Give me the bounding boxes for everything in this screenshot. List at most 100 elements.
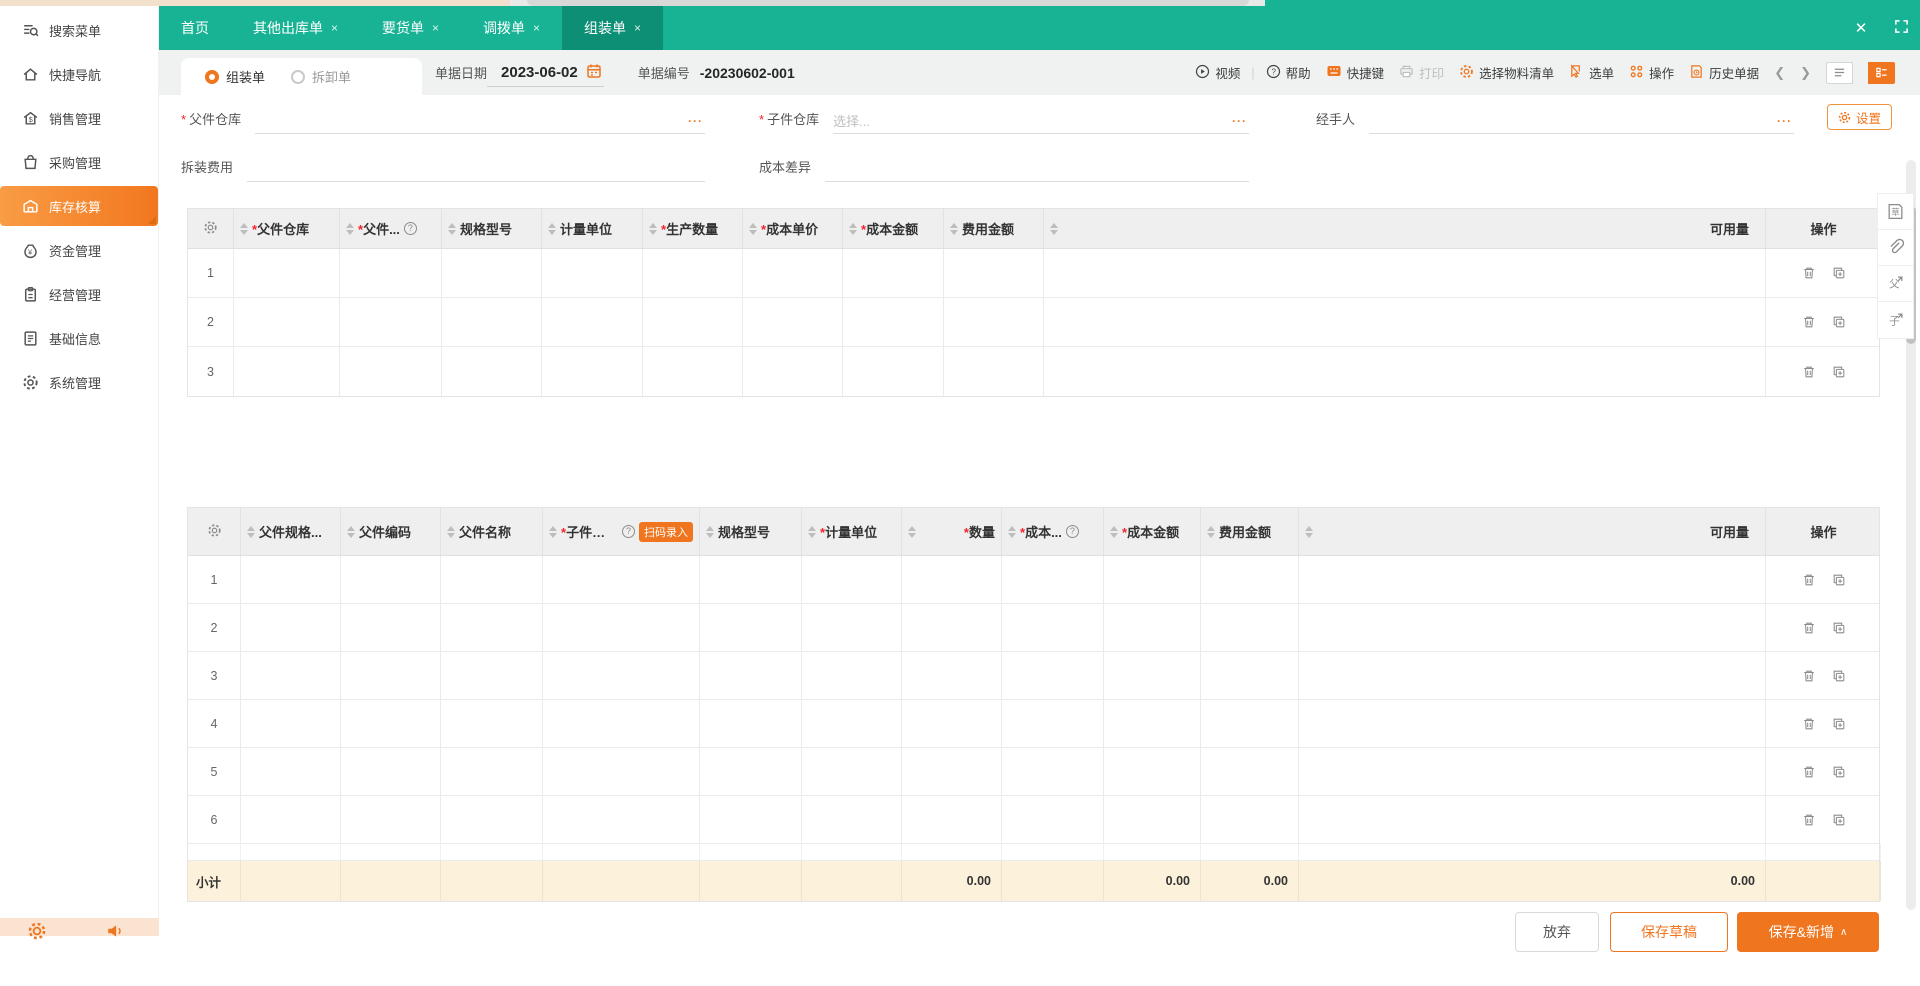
- discard-button[interactable]: 放弃: [1515, 912, 1599, 952]
- column-header-操作[interactable]: 操作: [1766, 209, 1881, 248]
- cell[interactable]: [802, 748, 902, 795]
- cell[interactable]: [1104, 556, 1201, 603]
- cell[interactable]: [442, 249, 542, 297]
- tab-item-1[interactable]: 其他出库单×: [231, 6, 360, 50]
- delete-row-icon[interactable]: [1802, 315, 1816, 329]
- cell[interactable]: [543, 748, 700, 795]
- tab-close-icon[interactable]: ×: [533, 21, 540, 35]
- cell[interactable]: [543, 556, 700, 603]
- cell[interactable]: [743, 298, 843, 346]
- cell[interactable]: [743, 347, 843, 396]
- sort-icon[interactable]: [649, 223, 657, 235]
- save-draft-button[interactable]: 保存草稿: [1610, 912, 1728, 952]
- column-header-规格型号[interactable]: 规格型号: [442, 209, 542, 248]
- action-history[interactable]: 历史单据: [1689, 63, 1759, 82]
- fullscreen-icon[interactable]: [1890, 19, 1912, 38]
- column-header-计量单位[interactable]: *计量单位: [802, 508, 902, 555]
- sort-icon[interactable]: [706, 526, 714, 538]
- column-header-生产数量[interactable]: *生产数量: [643, 209, 743, 248]
- gear-icon[interactable]: [203, 220, 218, 238]
- cell[interactable]: [1104, 700, 1201, 747]
- cell[interactable]: [1002, 700, 1104, 747]
- radio-disassembly-order[interactable]: 拆卸单: [291, 67, 351, 86]
- cell[interactable]: [340, 249, 442, 297]
- help-icon[interactable]: ?: [1066, 525, 1079, 538]
- sort-icon[interactable]: [346, 223, 354, 235]
- column-header-费用金额[interactable]: 费用金额: [944, 209, 1044, 248]
- delete-row-icon[interactable]: [1802, 669, 1816, 683]
- gear-icon[interactable]: [28, 922, 46, 940]
- more-icon[interactable]: ···: [688, 114, 705, 128]
- column-header-filler[interactable]: 可用量: [1044, 209, 1766, 248]
- child-expand-icon[interactable]: 子: [1878, 302, 1913, 338]
- cell[interactable]: [802, 796, 902, 843]
- cell[interactable]: [902, 700, 1002, 747]
- cell[interactable]: [643, 347, 743, 396]
- cell[interactable]: [1201, 796, 1299, 843]
- sort-icon[interactable]: [1207, 526, 1215, 538]
- sort-icon[interactable]: [549, 526, 557, 538]
- sort-icon[interactable]: [808, 526, 816, 538]
- cell[interactable]: [543, 796, 700, 843]
- copy-row-icon[interactable]: [1832, 813, 1846, 827]
- tab-item-4[interactable]: 组装单×: [562, 6, 663, 50]
- sort-icon[interactable]: [1050, 223, 1058, 235]
- sort-icon[interactable]: [240, 223, 248, 235]
- sort-icon[interactable]: [247, 526, 255, 538]
- cell[interactable]: [902, 604, 1002, 651]
- column-header-父件仓库[interactable]: *父件仓库: [234, 209, 340, 248]
- gear-icon[interactable]: [207, 523, 222, 541]
- cell[interactable]: [241, 748, 341, 795]
- cell[interactable]: [441, 700, 543, 747]
- cell[interactable]: [700, 556, 802, 603]
- cell[interactable]: [1299, 652, 1766, 699]
- chevron-left-icon[interactable]: ❮: [1774, 65, 1785, 81]
- column-header-父件编码[interactable]: 父件编码: [341, 508, 441, 555]
- list-view-toggle[interactable]: [1826, 62, 1853, 84]
- cell[interactable]: [1201, 652, 1299, 699]
- column-settings[interactable]: [188, 209, 234, 248]
- cell[interactable]: [1201, 604, 1299, 651]
- delete-row-icon[interactable]: [1802, 621, 1816, 635]
- sidebar-item-8[interactable]: 系统管理: [0, 362, 158, 402]
- child-warehouse-input[interactable]: 选择...···: [833, 108, 1249, 134]
- doc-date-field[interactable]: 2023-06-02: [487, 59, 604, 87]
- cell[interactable]: [1044, 347, 1766, 396]
- copy-row-icon[interactable]: [1832, 266, 1846, 280]
- column-header-filler[interactable]: 可用量: [1299, 508, 1766, 555]
- cell[interactable]: [1299, 748, 1766, 795]
- cell[interactable]: [802, 652, 902, 699]
- action-bom[interactable]: 选择物料清单: [1459, 63, 1554, 82]
- attachment-icon[interactable]: [1878, 230, 1913, 266]
- column-header-数量[interactable]: *数量: [902, 508, 1002, 555]
- column-header-成本...[interactable]: *成本...?: [1002, 508, 1104, 555]
- cell[interactable]: [1002, 652, 1104, 699]
- cost-diff-input[interactable]: [825, 156, 1249, 182]
- cell[interactable]: [902, 652, 1002, 699]
- assembly-fee-input[interactable]: [247, 156, 705, 182]
- sort-icon[interactable]: [849, 223, 857, 235]
- cell[interactable]: [1299, 700, 1766, 747]
- cell[interactable]: [902, 748, 1002, 795]
- delete-row-icon[interactable]: [1802, 266, 1816, 280]
- cell[interactable]: [1299, 556, 1766, 603]
- cell[interactable]: [441, 652, 543, 699]
- copy-row-icon[interactable]: [1832, 765, 1846, 779]
- cell[interactable]: [1002, 748, 1104, 795]
- sidebar-item-4[interactable]: 库存核算: [0, 186, 158, 226]
- cell[interactable]: [241, 652, 341, 699]
- cell[interactable]: [944, 249, 1044, 297]
- cell[interactable]: [843, 298, 944, 346]
- cell[interactable]: [341, 652, 441, 699]
- cell[interactable]: [1299, 796, 1766, 843]
- column-header-成本单价[interactable]: *成本单价: [743, 209, 843, 248]
- tab-close-icon[interactable]: ×: [432, 21, 439, 35]
- cell[interactable]: [1104, 652, 1201, 699]
- cell[interactable]: [700, 796, 802, 843]
- sidebar-item-6[interactable]: 经营管理: [0, 274, 158, 314]
- handler-input[interactable]: ···: [1369, 108, 1794, 134]
- action-ops[interactable]: 操作: [1629, 63, 1674, 82]
- draft-icon[interactable]: 草: [1878, 194, 1913, 230]
- sort-icon[interactable]: [1305, 526, 1313, 538]
- cell[interactable]: [234, 249, 340, 297]
